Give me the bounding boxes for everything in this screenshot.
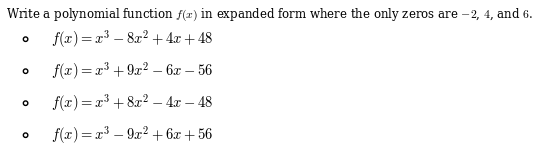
Text: $f(x) = x^3 + 8x^2 - 4x - 48$: $f(x) = x^3 + 8x^2 - 4x - 48$ bbox=[51, 92, 213, 114]
Text: $f(x) = x^3 + 9x^2 - 6x - 56$: $f(x) = x^3 + 9x^2 - 6x - 56$ bbox=[51, 60, 213, 82]
Text: Write a polynomial function $f(x)$ in expanded form where the only zeros are $-2: Write a polynomial function $f(x)$ in ex… bbox=[6, 7, 533, 24]
Text: $f(x) = x^3 - 8x^2 + 4x + 48$: $f(x) = x^3 - 8x^2 + 4x + 48$ bbox=[51, 28, 213, 50]
Text: $f(x) = x^3 - 9x^2 + 6x + 56$: $f(x) = x^3 - 9x^2 + 6x + 56$ bbox=[51, 124, 213, 146]
